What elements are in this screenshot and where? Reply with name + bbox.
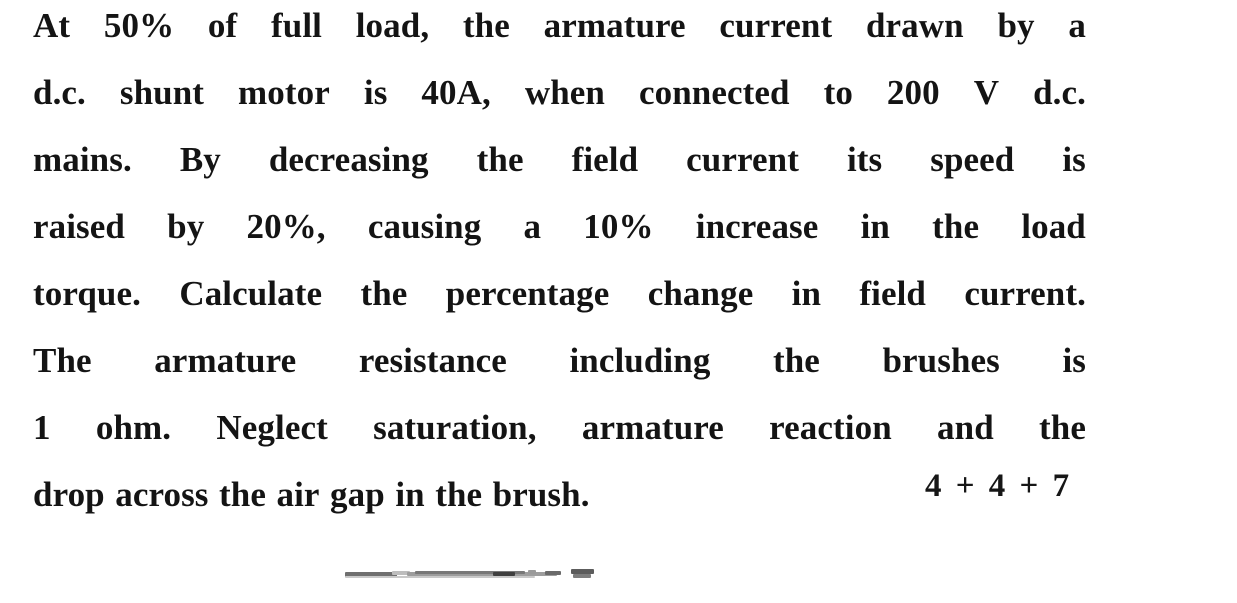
word: armature	[154, 341, 297, 380]
word: in	[395, 475, 425, 514]
word: the	[1039, 408, 1086, 447]
word: across	[115, 475, 209, 514]
smudge-segment	[345, 576, 535, 578]
smudge-segment	[415, 571, 525, 574]
word: the	[772, 341, 820, 380]
word: in	[791, 274, 822, 313]
scan-smudge-separator	[345, 569, 597, 578]
smudge-segment	[392, 571, 410, 575]
word: in	[860, 207, 890, 246]
word: connected	[638, 73, 790, 112]
word: drawn	[865, 6, 964, 45]
word: 200	[886, 73, 940, 112]
word: current.	[964, 274, 1086, 313]
word: 1	[33, 408, 51, 447]
question-line-6: The armature resistance including the br…	[33, 341, 1086, 408]
word: saturation,	[373, 408, 537, 447]
word: the	[219, 475, 266, 514]
word: full	[271, 6, 322, 45]
word: a	[1068, 6, 1086, 45]
word: torque.	[33, 274, 141, 313]
word: brushes	[882, 341, 1000, 380]
question-line-4: raised by 20%, causing a 10% increase in…	[33, 207, 1086, 274]
word: field	[859, 274, 926, 313]
smudge-segment	[571, 569, 594, 574]
word: percentage	[445, 274, 610, 313]
word: 50%	[103, 6, 175, 45]
smudge-segment	[493, 572, 515, 576]
word: Neglect	[216, 408, 328, 447]
word: the	[360, 274, 408, 313]
word: 10%	[583, 207, 654, 246]
word: brush.	[492, 475, 590, 514]
word: drop	[33, 475, 105, 514]
word: the	[435, 475, 483, 514]
word: V	[973, 73, 1000, 112]
question-text-block: At 50% of full load, the armature curren…	[33, 6, 1086, 542]
word: field	[571, 140, 639, 179]
word: the	[476, 140, 524, 179]
word: a	[523, 207, 542, 246]
word: is	[1062, 140, 1086, 179]
word: By	[179, 140, 221, 179]
word: is	[363, 73, 388, 112]
word: change	[647, 274, 754, 313]
word: At	[33, 6, 71, 45]
smudge-segment	[545, 571, 561, 575]
word: decreasing	[268, 140, 429, 179]
word: to	[823, 73, 853, 112]
word: gap	[330, 475, 385, 514]
question-line-3: mains. By decreasing the field current i…	[33, 140, 1086, 207]
smudge-segment	[345, 572, 397, 577]
question-line-1: At 50% of full load, the armature curren…	[33, 6, 1086, 73]
word: the	[462, 6, 510, 45]
word: armature	[543, 6, 686, 45]
smudge-segment	[573, 574, 591, 578]
question-line-5: torque. Calculate the percentage change …	[33, 274, 1086, 341]
word: including	[569, 341, 711, 380]
word: increase	[695, 207, 819, 246]
question-line-7: 1 ohm. Neglect saturation, armature reac…	[33, 408, 1086, 475]
word: causing	[367, 207, 482, 246]
word: 20%,	[246, 207, 326, 246]
word: 40A,	[421, 73, 491, 112]
word: speed	[930, 140, 1015, 179]
word: air	[276, 475, 320, 514]
question-line-8: drop across the air gap in the brush.	[33, 475, 1086, 542]
word: The	[33, 341, 92, 380]
word: Calculate	[179, 274, 323, 313]
word: by	[167, 207, 205, 246]
smudge-segment	[407, 572, 557, 576]
word: of	[207, 6, 238, 45]
word: by	[997, 6, 1035, 45]
word: armature	[581, 408, 724, 447]
word: ohm.	[95, 408, 172, 447]
smudge-segment	[528, 570, 536, 574]
word: d.c.	[1033, 73, 1086, 112]
word: current	[686, 140, 799, 179]
word: when	[524, 73, 605, 112]
word: reaction	[769, 408, 892, 447]
word: its	[846, 140, 883, 179]
word: the	[932, 207, 980, 246]
word: shunt	[119, 73, 205, 112]
word: load	[1021, 207, 1086, 246]
marks-allocation: 4 + 4 + 7	[925, 468, 1073, 504]
word: d.c.	[33, 73, 86, 112]
word: load,	[355, 6, 430, 45]
word: current	[719, 6, 833, 45]
word: is	[1062, 341, 1086, 380]
word: and	[937, 408, 994, 447]
word: motor	[238, 73, 330, 112]
word: raised	[33, 207, 125, 246]
question-line-2: d.c. shunt motor is 40A, when connected …	[33, 73, 1086, 140]
word: resistance	[358, 341, 507, 380]
word: mains.	[33, 140, 132, 179]
